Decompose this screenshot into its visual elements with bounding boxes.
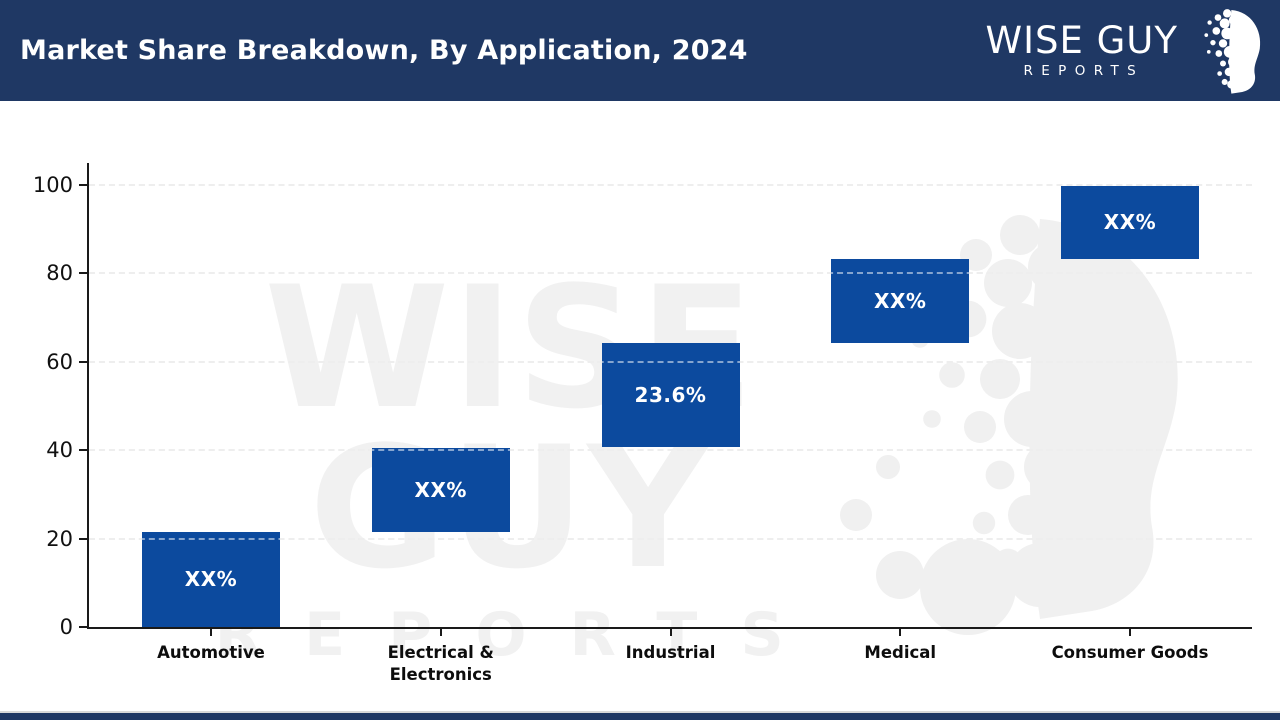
y-tick-label-100: 100: [32, 173, 73, 197]
x-tick-label-consumer-goods: Consumer Goods: [1051, 643, 1209, 662]
y-tick-100: [79, 184, 87, 186]
x-tick-label-electrical-electronics: Electrical & Electronics: [387, 643, 494, 684]
gridline-overlay-100: [89, 184, 1252, 186]
gridline-overlay-60: [89, 360, 1252, 363]
y-tick-80: [79, 272, 87, 275]
logo-subtitle: REPORTS: [1023, 63, 1145, 80]
x-axis: [87, 627, 1252, 629]
gridline-overlay-40: [89, 449, 1252, 452]
bar-value-label-automotive: XX%: [184, 567, 238, 592]
x-tick-consumer-goods: [1129, 629, 1131, 636]
bar-industrial: 23.6%: [601, 342, 740, 448]
y-tick-label-40: 40: [46, 438, 73, 463]
gridline-overlay-80: [89, 272, 1252, 275]
y-tick-0: [79, 626, 87, 628]
y-tick-40: [79, 449, 87, 452]
x-tick-medical: [899, 629, 902, 636]
y-tick-20: [79, 537, 87, 540]
bar-consumer-goods: XX%: [1061, 185, 1199, 259]
page-title: Market Share Breakdown, By Application, …: [20, 35, 748, 66]
logo-wordmark: WISE GUY: [985, 19, 1178, 63]
y-axis: [87, 163, 89, 629]
x-tick-label-industrial: Industrial: [625, 643, 716, 662]
logo-head-icon: [1204, 8, 1261, 94]
gridline-overlay-20: [89, 537, 1252, 540]
y-tick-label-60: 60: [46, 349, 73, 374]
y-tick-label-0: 0: [59, 615, 73, 639]
y-tick-label-20: 20: [46, 526, 73, 551]
bar-automotive: XX%: [142, 531, 280, 627]
y-tick-60: [79, 360, 87, 363]
x-tick-label-medical: Medical: [864, 643, 937, 662]
footer-bar: [0, 711, 1280, 720]
bar-value-label-medical: XX%: [874, 289, 927, 314]
wiseguy-logo: WISE GUY REPORTS: [986, 5, 1266, 97]
bar-electrical-electronics: XX%: [371, 447, 510, 532]
header: Market Share Breakdown, By Application, …: [0, 0, 1280, 101]
x-tick-electrical-electronics: [439, 629, 442, 636]
plot-area: 0 20 40 60 80 100 XX% Automotive XX% Electrical &…: [33, 163, 1252, 684]
bar-value-label-consumer-goods: XX%: [1103, 210, 1157, 235]
bar-value-label-electrical-electronics: XX%: [414, 477, 467, 502]
bar-value-label-industrial: 23.6%: [634, 382, 707, 407]
y-tick-label-80: 80: [46, 261, 73, 286]
x-tick-industrial: [669, 629, 672, 636]
x-tick-label-automotive: Automotive: [157, 643, 265, 662]
x-tick-automotive: [210, 629, 212, 636]
